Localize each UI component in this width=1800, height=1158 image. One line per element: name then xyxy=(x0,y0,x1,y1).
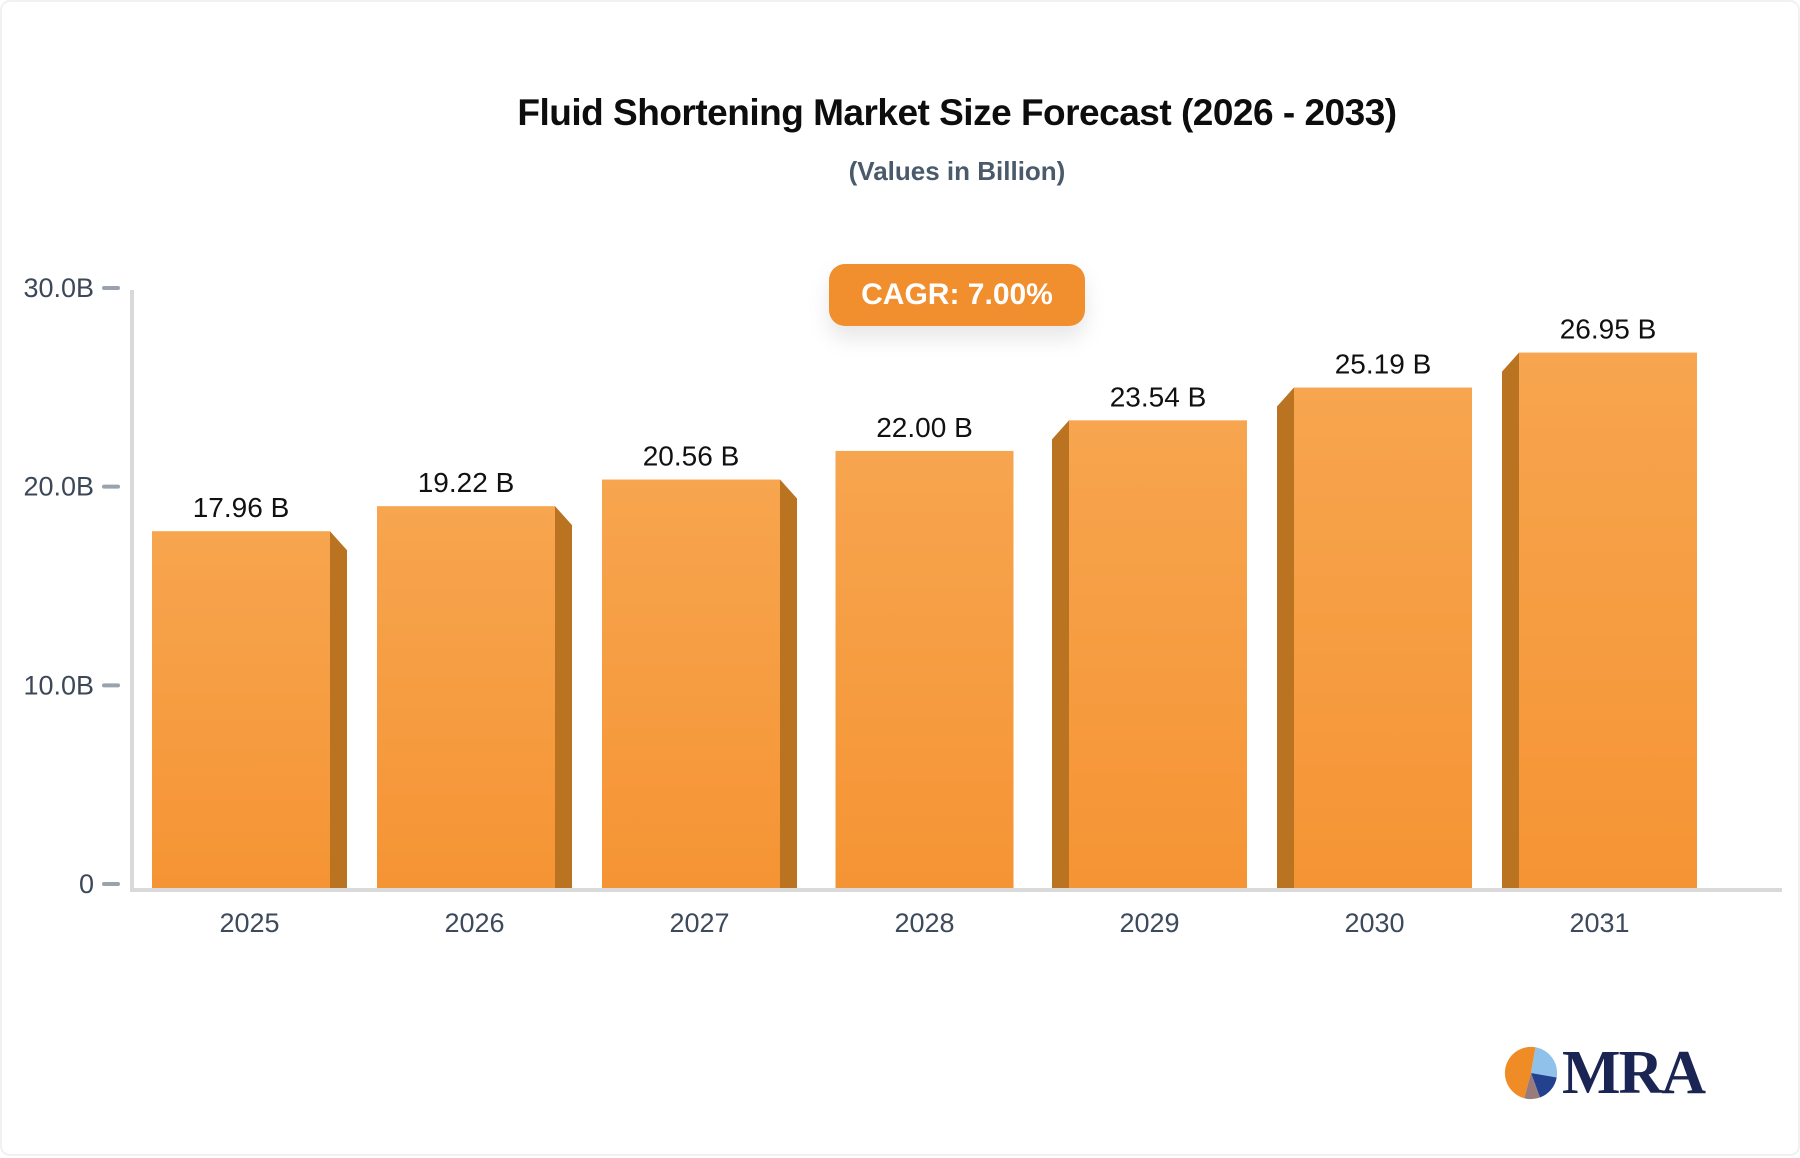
bar-front-face xyxy=(835,450,1014,888)
chart-title: Fluid Shortening Market Size Forecast (2… xyxy=(517,92,1397,133)
x-category-label: 2027 xyxy=(669,908,729,938)
x-axis-baseline xyxy=(130,888,1782,892)
y-tick-mark xyxy=(102,683,120,688)
x-category-label: 2026 xyxy=(444,908,504,938)
logo-pie-icon xyxy=(1504,1046,1558,1100)
logo-pie-slice-navy xyxy=(1531,1073,1557,1098)
brand-logo: MRA xyxy=(1502,1038,1722,1108)
bar-front-face xyxy=(152,531,330,888)
x-category-label: 2029 xyxy=(1119,908,1179,938)
bar-front-face xyxy=(1519,352,1697,888)
bar-value-label: 22.00 B xyxy=(876,412,973,443)
logo-pie-slice-orange xyxy=(1504,1046,1536,1099)
bar-value-label: 25.19 B xyxy=(1335,349,1432,380)
axis-labels: 30.0B 20.0B 10.0B 0 2025 2026 2027 2028 2029 2030… xyxy=(23,273,1629,938)
bar-2029: 23.54 B xyxy=(1052,381,1247,888)
bar-front-face xyxy=(1069,420,1247,888)
bar-2025: 17.96 B xyxy=(152,492,347,888)
bar-side-face xyxy=(555,506,572,888)
bar-side-face xyxy=(1277,387,1294,888)
logo-pie-slice-mauve xyxy=(1524,1073,1540,1100)
y-tick-mark xyxy=(102,286,120,290)
bar-2030: 25.19 B xyxy=(1277,349,1472,888)
bar-front-face xyxy=(377,506,555,888)
y-tick-mark xyxy=(102,484,120,489)
bar-series: 17.96 B 19.22 B 20.56 B 22.00 B 23.54 B 25.19… xyxy=(152,314,1697,888)
bar-front-face xyxy=(1294,387,1472,888)
x-category-label: 2025 xyxy=(219,908,279,938)
y-tick-label: 0 xyxy=(79,869,94,899)
y-tick-label: 20.0B xyxy=(23,472,94,502)
bar-value-label: 19.22 B xyxy=(418,467,515,498)
bar-value-label: 17.96 B xyxy=(193,492,290,523)
bar-side-face xyxy=(780,479,797,888)
bar-side-face xyxy=(1502,352,1519,888)
y-axis-line xyxy=(130,290,134,890)
bar-side-face xyxy=(1052,420,1069,888)
y-tick-mark xyxy=(102,882,120,886)
bar-front-face xyxy=(602,479,780,888)
x-category-label: 2028 xyxy=(894,908,954,938)
bar-2026: 19.22 B xyxy=(377,467,572,888)
logo-text: MRA xyxy=(1562,1039,1706,1107)
bar-2028: 22.00 B xyxy=(835,412,1014,888)
x-category-label: 2031 xyxy=(1569,908,1629,938)
chart-header: Fluid Shortening Market Size Forecast (2… xyxy=(132,92,1782,187)
bar-2031: 26.95 B xyxy=(1502,314,1697,888)
bar-2027: 20.56 B xyxy=(602,441,797,888)
bar-side-face xyxy=(330,531,347,888)
cagr-badge-container: CAGR: 7.00% xyxy=(132,264,1782,326)
axes xyxy=(102,286,1782,892)
bar-value-label: 23.54 B xyxy=(1110,381,1207,412)
y-tick-label: 30.0B xyxy=(23,273,94,303)
chart-subtitle: (Values in Billion) xyxy=(848,156,1066,186)
cagr-badge: CAGR: 7.00% xyxy=(829,264,1085,326)
bar-value-label: 20.56 B xyxy=(643,441,740,472)
logo-pie-slice-light-blue xyxy=(1531,1047,1558,1078)
x-category-label: 2030 xyxy=(1344,908,1404,938)
y-tick-label: 10.0B xyxy=(23,670,94,700)
bar-value-label: 26.95 B xyxy=(1560,314,1657,345)
